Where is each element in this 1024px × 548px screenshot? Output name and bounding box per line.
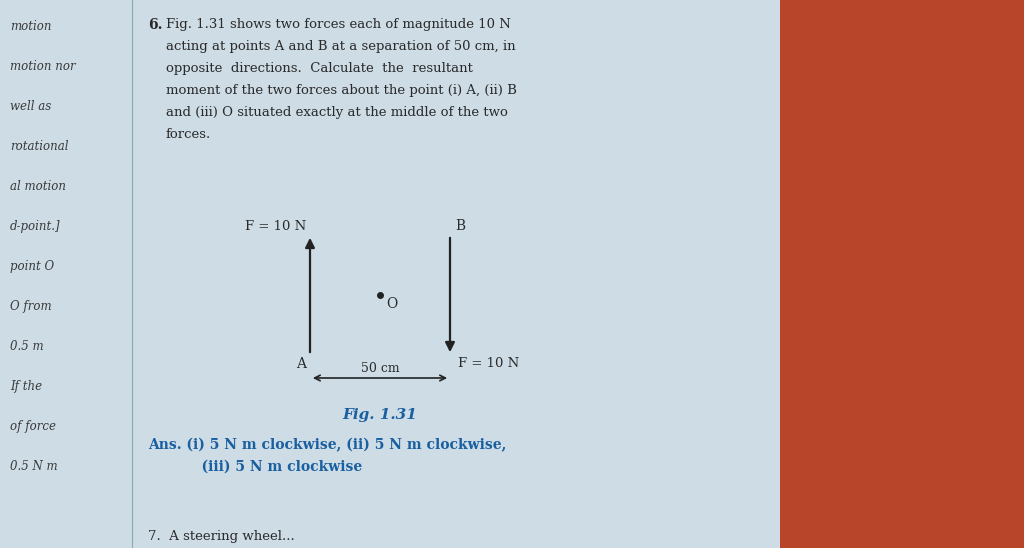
Text: well as: well as bbox=[10, 100, 51, 113]
Text: 0.5 N m: 0.5 N m bbox=[10, 460, 57, 473]
Text: point O: point O bbox=[10, 260, 54, 273]
Text: F = 10 N: F = 10 N bbox=[458, 357, 519, 370]
Text: opposite  directions.  Calculate  the  resultant: opposite directions. Calculate the resul… bbox=[166, 62, 473, 75]
Text: d-point.]: d-point.] bbox=[10, 220, 60, 233]
Text: 50 cm: 50 cm bbox=[360, 362, 399, 375]
FancyBboxPatch shape bbox=[780, 0, 1024, 548]
Text: 7.  A steering wheel...: 7. A steering wheel... bbox=[148, 530, 295, 543]
Text: O: O bbox=[386, 297, 397, 311]
Text: moment of the two forces about the point (i) A, (ii) B: moment of the two forces about the point… bbox=[166, 84, 517, 97]
Text: rotational: rotational bbox=[10, 140, 69, 153]
Text: O from: O from bbox=[10, 300, 51, 313]
Text: 6.: 6. bbox=[148, 18, 163, 32]
Text: F = 10 N: F = 10 N bbox=[245, 220, 306, 233]
Text: Ans. (i) 5 N m clockwise, (ii) 5 N m clockwise,: Ans. (i) 5 N m clockwise, (ii) 5 N m clo… bbox=[148, 438, 507, 452]
Text: motion: motion bbox=[10, 20, 51, 33]
Text: Fig. 1.31: Fig. 1.31 bbox=[343, 408, 418, 422]
Text: A: A bbox=[296, 357, 306, 371]
Text: al motion: al motion bbox=[10, 180, 66, 193]
Text: motion nor: motion nor bbox=[10, 60, 76, 73]
Text: (iii) 5 N m clockwise: (iii) 5 N m clockwise bbox=[148, 460, 362, 474]
Text: 0.5 m: 0.5 m bbox=[10, 340, 44, 353]
Text: B: B bbox=[455, 219, 465, 233]
Text: If the: If the bbox=[10, 380, 42, 393]
Text: Fig. 1.31 shows two forces each of magnitude 10 N: Fig. 1.31 shows two forces each of magni… bbox=[166, 18, 511, 31]
FancyBboxPatch shape bbox=[0, 0, 780, 548]
Text: of force: of force bbox=[10, 420, 56, 433]
Text: forces.: forces. bbox=[166, 128, 211, 141]
Text: acting at points A and B at a separation of 50 cm, in: acting at points A and B at a separation… bbox=[166, 40, 516, 53]
Text: and (iii) O situated exactly at the middle of the two: and (iii) O situated exactly at the midd… bbox=[166, 106, 508, 119]
